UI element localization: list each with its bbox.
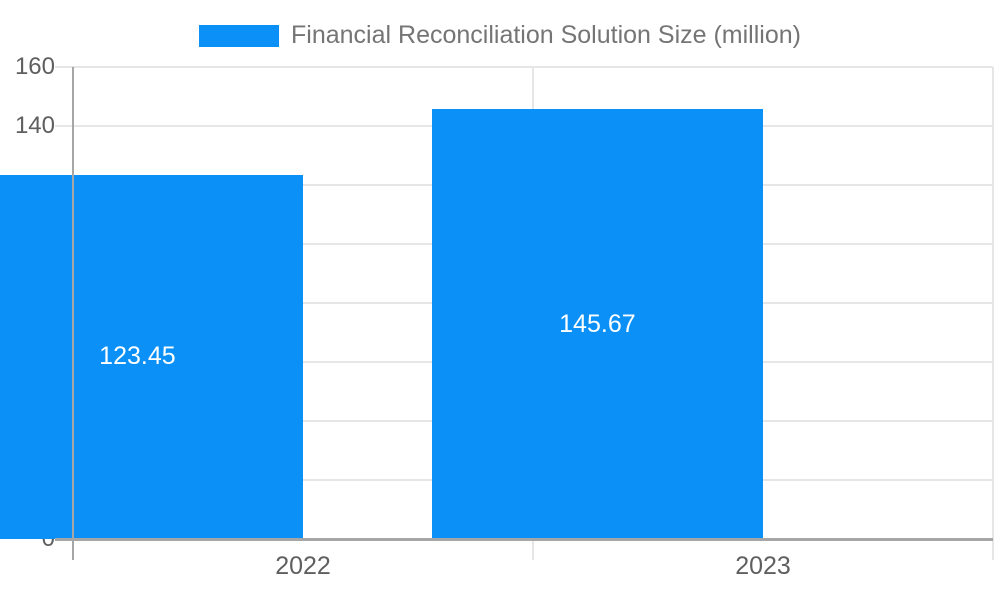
legend-swatch: [199, 24, 280, 47]
bar: 145.67: [431, 109, 763, 539]
x-axis: 2022 2023: [73, 551, 993, 585]
x-category-label: 2023: [735, 552, 791, 580]
bar-value-label: 145.67: [559, 309, 636, 338]
plot-right-border: [992, 67, 994, 560]
x-axis-baseline: [55, 538, 993, 541]
bar: 123.45: [0, 174, 303, 539]
x-category-label: 2022: [275, 552, 331, 580]
y-axis-line: [72, 67, 74, 560]
y-tick-label: 140: [14, 112, 55, 139]
y-tick-label: 160: [14, 53, 55, 80]
plot-area: 123.45 145.67: [0, 66, 994, 560]
bar-value-label: 123.45: [99, 342, 176, 371]
chart-legend: Financial Reconciliation Solution Size (…: [199, 21, 801, 50]
legend-label: Financial Reconciliation Solution Size (…: [291, 21, 801, 49]
gridline: [55, 66, 993, 68]
